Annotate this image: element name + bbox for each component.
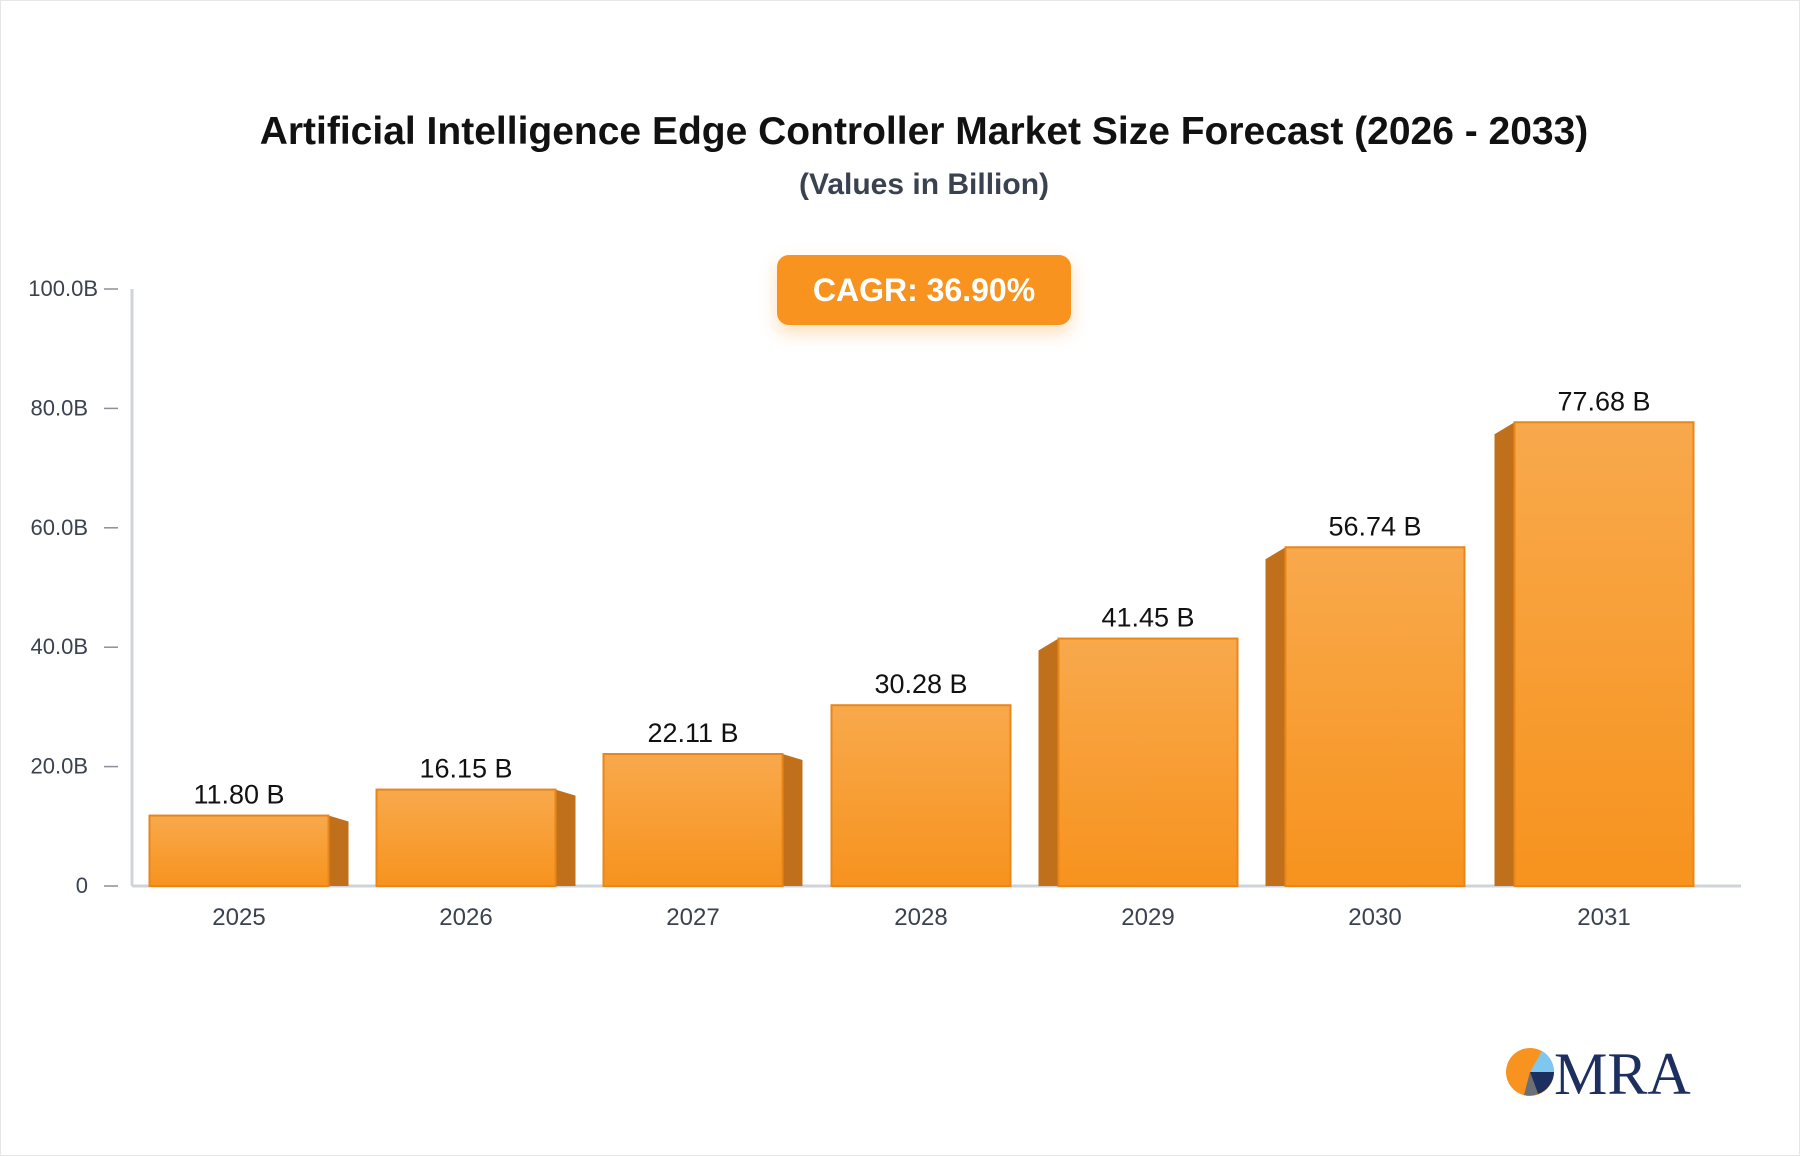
chart-title: Artificial Intelligence Edge Controller … (259, 110, 1589, 153)
data-label: 11.80 B (193, 780, 284, 810)
data-label: 41.45 B (1101, 603, 1194, 633)
data-label: 56.74 B (1328, 511, 1421, 541)
bar (1284, 546, 1466, 887)
bar-side (555, 789, 576, 886)
x-tick-label: 2028 (894, 904, 947, 931)
y-tick-label: 20.0B (31, 754, 89, 779)
bar-side (782, 754, 803, 886)
data-label: 30.28 B (874, 669, 967, 699)
logo-text: MRA (1554, 1041, 1691, 1100)
x-tick-label: 2025 (212, 904, 265, 931)
bar-side (1265, 547, 1286, 886)
y-tick-label: 80.0B (31, 395, 89, 420)
y-tick-label: 60.0B (31, 515, 89, 540)
bar (602, 753, 784, 887)
x-tick-label: 2029 (1121, 904, 1174, 931)
bar (830, 704, 1012, 887)
bar-side (1038, 638, 1059, 886)
x-tick-label: 2030 (1348, 904, 1401, 931)
x-tick-label: 2031 (1577, 904, 1630, 931)
data-label: 22.11 B (647, 718, 738, 748)
bar (375, 788, 557, 887)
bar-side (328, 815, 349, 886)
bar (1513, 421, 1695, 887)
x-tick-label: 2027 (666, 904, 719, 931)
mra-logo: MRA (1504, 1040, 1704, 1100)
x-tick-label: 2026 (439, 904, 492, 931)
data-label: 16.15 B (419, 754, 512, 784)
data-label: 77.68 B (1557, 386, 1650, 416)
y-tick-label: 100.0B (28, 276, 98, 301)
bar (1057, 637, 1239, 888)
cagr-badge: CAGR: 36.90% (777, 255, 1071, 325)
chart-subtitle: (Values in Billion) (798, 168, 1050, 201)
bar (148, 814, 330, 888)
y-tick-label: 40.0B (31, 634, 89, 659)
bar-side (1494, 422, 1515, 886)
y-tick-label: 0 (76, 873, 88, 898)
